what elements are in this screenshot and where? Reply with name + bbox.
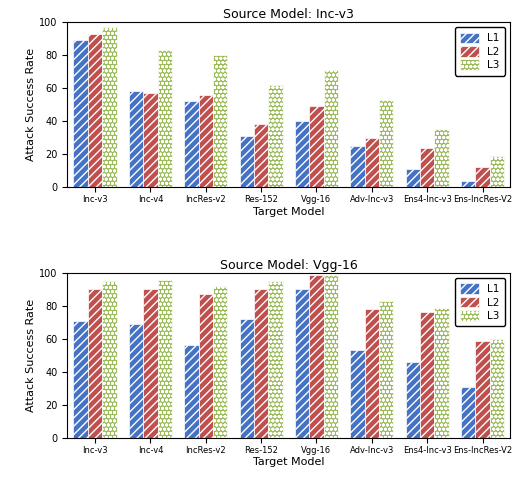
Bar [406, 169, 420, 187]
Bar [379, 301, 393, 438]
Bar [324, 70, 338, 187]
X-axis label: Target Model: Target Model [253, 207, 325, 216]
Bar [239, 136, 254, 187]
Bar [268, 85, 283, 187]
Bar [490, 339, 504, 438]
Bar [435, 308, 449, 438]
Bar [350, 146, 365, 187]
Bar [102, 281, 117, 438]
Y-axis label: Attack Success Rate: Attack Success Rate [26, 48, 36, 161]
Bar [461, 387, 476, 438]
Bar [476, 167, 490, 187]
Legend: L1, L2, L3: L1, L2, L3 [455, 28, 505, 76]
Bar [198, 294, 213, 438]
Title: Source Model: Inc-v3: Source Model: Inc-v3 [223, 8, 354, 21]
Bar [143, 289, 157, 438]
Bar [184, 101, 198, 187]
Bar [129, 92, 143, 187]
Bar [143, 93, 157, 187]
Bar [350, 350, 365, 438]
Bar [379, 100, 393, 187]
Bar [157, 279, 172, 438]
Bar [420, 312, 435, 438]
Bar [254, 124, 268, 187]
Bar [157, 50, 172, 187]
Bar [461, 181, 476, 187]
Bar [88, 33, 102, 187]
Bar [295, 289, 309, 438]
Bar [295, 121, 309, 187]
Bar [324, 275, 338, 438]
Title: Source Model: Vgg-16: Source Model: Vgg-16 [220, 259, 357, 272]
Bar [406, 362, 420, 438]
Bar [365, 309, 379, 438]
Bar [268, 281, 283, 438]
Bar [420, 148, 435, 187]
Legend: L1, L2, L3: L1, L2, L3 [455, 278, 505, 326]
Bar [74, 321, 88, 438]
Bar [198, 95, 213, 187]
Bar [254, 289, 268, 438]
X-axis label: Target Model: Target Model [253, 457, 325, 467]
Bar [74, 40, 88, 187]
Bar [476, 340, 490, 438]
Bar [184, 345, 198, 438]
Bar [213, 55, 227, 187]
Bar [435, 129, 449, 187]
Bar [239, 319, 254, 438]
Bar [213, 286, 227, 438]
Bar [365, 138, 379, 187]
Bar [309, 275, 324, 438]
Bar [129, 324, 143, 438]
Bar [309, 106, 324, 187]
Bar [88, 289, 102, 438]
Bar [490, 156, 504, 187]
Y-axis label: Attack Success Rate: Attack Success Rate [26, 299, 36, 412]
Bar [102, 27, 117, 187]
